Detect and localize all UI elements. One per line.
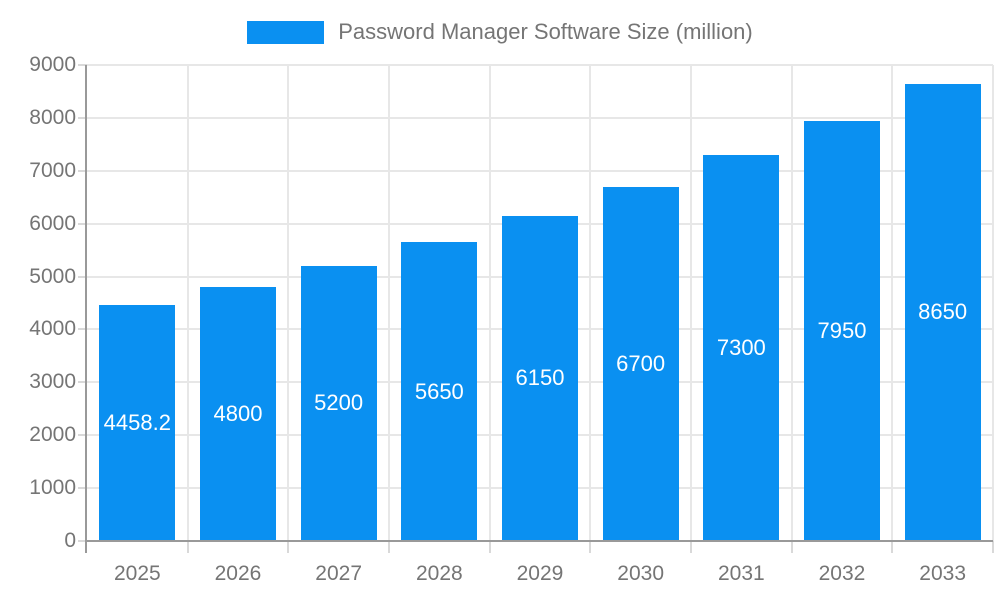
bar bbox=[99, 305, 176, 540]
gridline bbox=[992, 65, 994, 541]
bar bbox=[200, 287, 276, 540]
x-axis-label: 2032 bbox=[818, 562, 866, 585]
gridline bbox=[87, 169, 993, 172]
bar bbox=[904, 83, 981, 540]
bar-value-label: 4458.2 bbox=[103, 410, 171, 436]
x-axis-line bbox=[87, 540, 993, 542]
x-axis-tick bbox=[589, 541, 592, 553]
x-axis-label: 2025 bbox=[113, 562, 161, 585]
bar-value-label: 7300 bbox=[716, 334, 766, 360]
y-axis-label: 9000 bbox=[29, 53, 76, 76]
x-axis-tick bbox=[790, 541, 793, 553]
gridline bbox=[690, 65, 692, 541]
y-axis-tick bbox=[78, 487, 87, 490]
y-axis-tick bbox=[78, 540, 87, 542]
y-axis-tick bbox=[78, 434, 87, 437]
x-axis-label: 2029 bbox=[516, 562, 564, 585]
bar-value-label: 5200 bbox=[314, 390, 364, 416]
y-axis-tick bbox=[78, 381, 87, 384]
bar bbox=[401, 242, 478, 540]
y-axis-label: 7000 bbox=[29, 158, 76, 182]
bar-value-label: 5650 bbox=[414, 378, 464, 404]
x-axis-tick bbox=[992, 541, 994, 553]
bar-value-label: 6700 bbox=[616, 350, 666, 376]
bar bbox=[602, 186, 679, 540]
x-axis-tick bbox=[287, 541, 290, 553]
y-axis-label: 1000 bbox=[29, 476, 76, 500]
y-axis-label: 2000 bbox=[29, 423, 76, 447]
x-axis-label: 2033 bbox=[919, 562, 967, 585]
y-axis-line bbox=[85, 65, 87, 553]
y-axis-label: 5000 bbox=[29, 264, 76, 288]
y-axis-label: 4000 bbox=[29, 317, 76, 341]
x-axis-label: 2031 bbox=[717, 562, 765, 585]
x-axis-tick bbox=[488, 541, 491, 553]
x-axis-tick bbox=[186, 541, 189, 553]
x-axis-tick bbox=[388, 541, 390, 553]
bar bbox=[300, 265, 377, 540]
y-axis-tick bbox=[78, 222, 87, 225]
gridline bbox=[891, 65, 894, 541]
gridline bbox=[388, 65, 390, 541]
y-axis-tick bbox=[78, 328, 87, 331]
x-axis-label: 2027 bbox=[315, 562, 363, 585]
x-axis-label: 2030 bbox=[617, 562, 665, 585]
gridline bbox=[488, 65, 491, 541]
legend[interactable]: Password Manager Software Size (million) bbox=[0, 14, 1000, 50]
gridline bbox=[790, 65, 793, 541]
y-axis-label: 0 bbox=[64, 529, 76, 552]
x-axis-tick bbox=[891, 541, 894, 553]
gridline bbox=[186, 65, 189, 541]
y-axis-tick bbox=[78, 169, 87, 172]
x-axis-label: 2026 bbox=[214, 562, 262, 585]
gridline bbox=[589, 65, 592, 541]
y-axis-label: 6000 bbox=[29, 211, 76, 235]
bar bbox=[703, 154, 780, 540]
y-axis-label: 8000 bbox=[29, 105, 76, 129]
y-axis-label: 3000 bbox=[29, 370, 76, 394]
gridline bbox=[87, 116, 993, 119]
legend-label: Password Manager Software Size (million) bbox=[338, 19, 753, 44]
x-axis-tick bbox=[690, 541, 692, 553]
y-axis-tick bbox=[78, 116, 87, 119]
bar-value-label: 6150 bbox=[515, 365, 565, 391]
y-axis-tick bbox=[78, 275, 87, 278]
bar-value-label: 4800 bbox=[213, 401, 263, 427]
gridline bbox=[87, 64, 993, 66]
bar-value-label: 7950 bbox=[817, 317, 867, 343]
bar bbox=[502, 215, 578, 540]
bar bbox=[804, 120, 880, 540]
bar-value-label: 8650 bbox=[918, 299, 968, 325]
y-axis-tick bbox=[78, 64, 87, 66]
legend-swatch-icon bbox=[247, 20, 325, 44]
x-axis-label: 2028 bbox=[415, 562, 463, 585]
gridline bbox=[287, 65, 290, 541]
